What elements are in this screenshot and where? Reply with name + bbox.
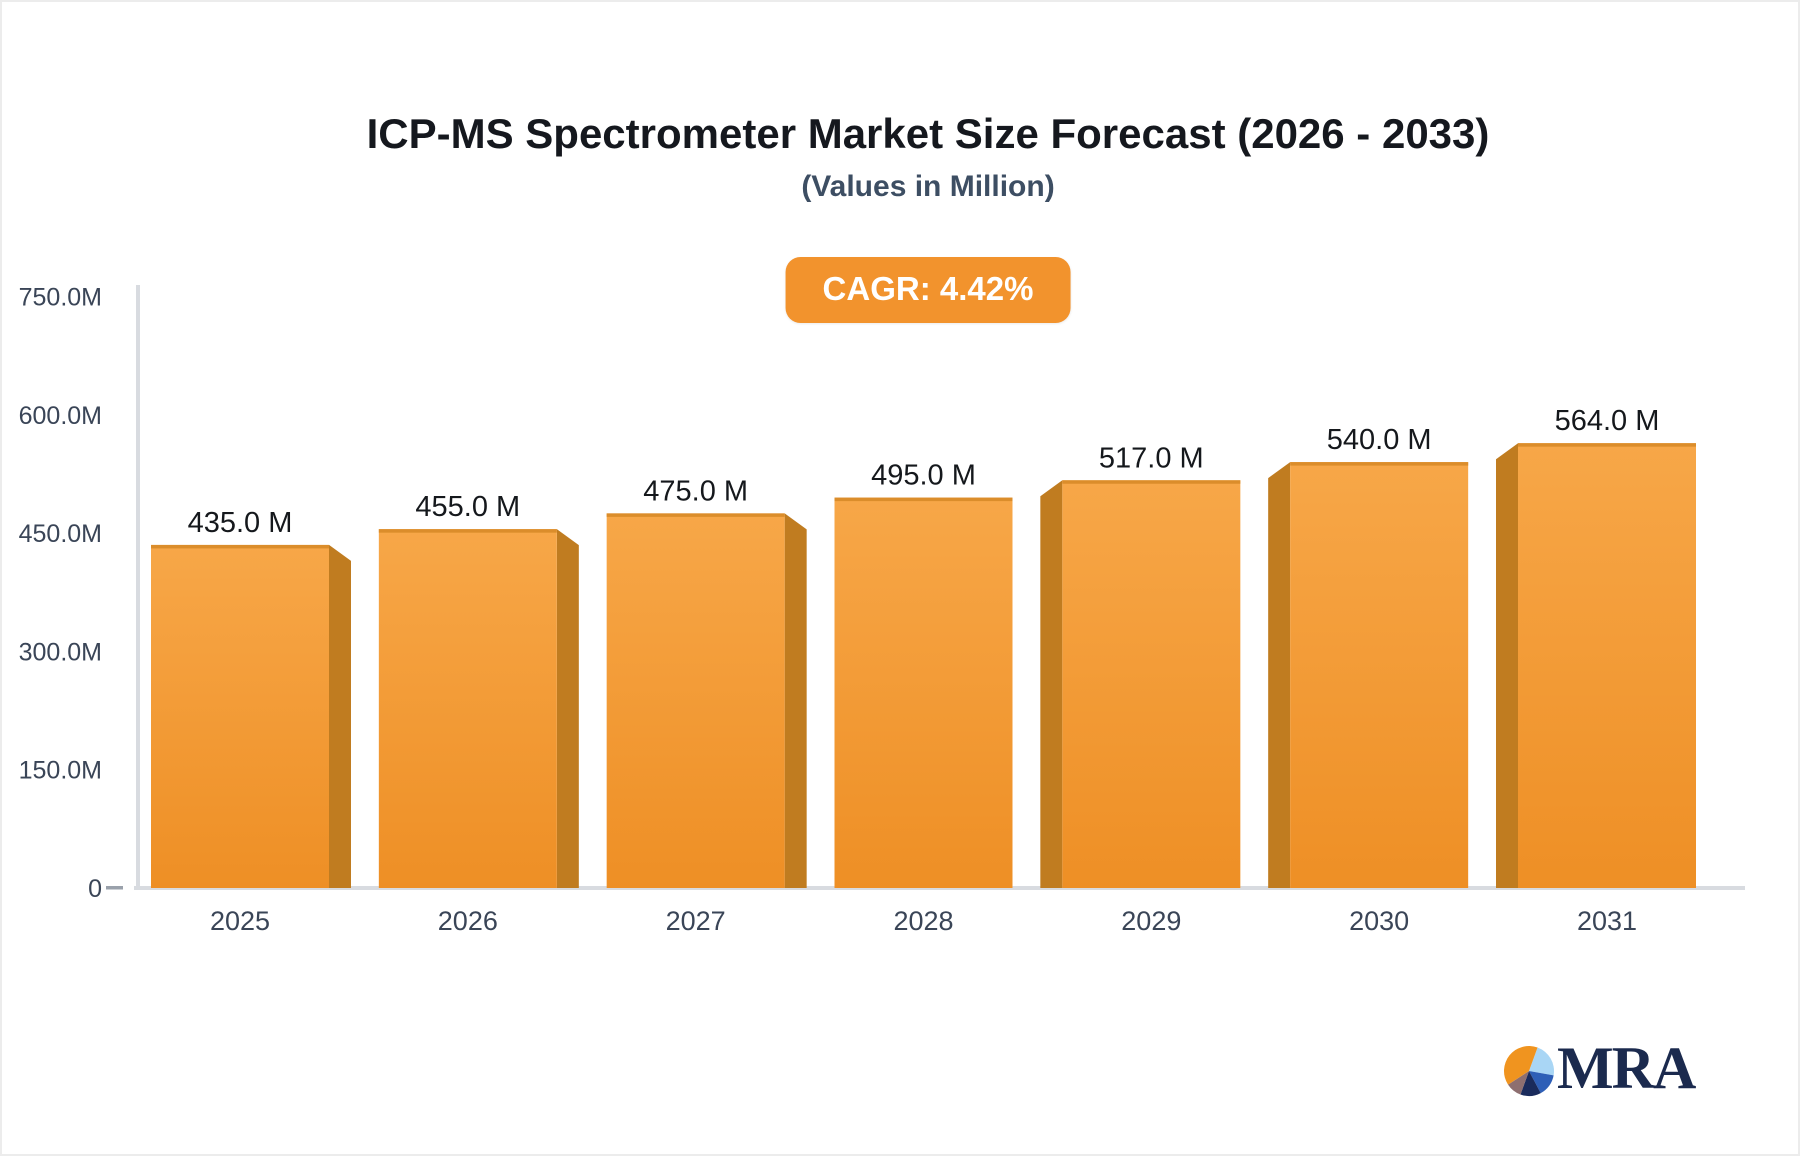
bar-2028[interactable]	[834, 497, 1013, 888]
bar-side-face	[784, 513, 807, 888]
bar-2031[interactable]	[1496, 443, 1696, 888]
bar-top-edge	[606, 513, 785, 517]
y-axis-tick-label: 600.0M	[19, 402, 102, 430]
x-axis-label: 2028	[893, 906, 953, 936]
x-axis-label: 2031	[1577, 906, 1637, 936]
zero-tick-dash	[106, 886, 123, 890]
x-axis-label: 2030	[1349, 906, 1409, 936]
bar-side-face	[1496, 443, 1518, 888]
bar-top-edge	[378, 529, 557, 533]
pie-slice	[1529, 1047, 1554, 1076]
bar-top-edge	[1290, 462, 1469, 466]
y-axis-tick-label: 300.0M	[19, 638, 102, 666]
logo-text: MRA	[1557, 1035, 1696, 1101]
bar-front-face	[151, 544, 329, 888]
bar-front-face	[1518, 443, 1696, 888]
bar-value-label: 517.0 M	[1099, 442, 1204, 474]
chart-title: ICP-MS Spectrometer Market Size Forecast…	[366, 110, 1490, 157]
y-axis-tick-label: 150.0M	[19, 757, 102, 785]
x-axis-label: 2025	[210, 906, 270, 936]
bar-top-edge	[1518, 443, 1696, 447]
bar-value-label: 564.0 M	[1555, 405, 1660, 437]
y-axis-tick-label: 750.0M	[19, 284, 102, 312]
bar-front-face	[834, 497, 1013, 888]
y-axis-tick-label: 0	[88, 875, 102, 903]
bar-side-face	[1040, 480, 1063, 888]
pie-slice	[1508, 1071, 1529, 1095]
pie-slice	[1520, 1071, 1541, 1096]
x-axis-label: 2026	[438, 906, 498, 936]
x-axis-label: 2027	[666, 906, 726, 936]
bar-2029[interactable]	[1040, 480, 1241, 888]
bar-value-label: 455.0 M	[415, 491, 520, 523]
bar-value-label: 540.0 M	[1327, 424, 1432, 456]
bar-value-label: 475.0 M	[643, 475, 748, 507]
bar-top-edge	[834, 497, 1013, 502]
bar-side-face	[556, 529, 579, 888]
bar-value-label: 435.0 M	[188, 507, 293, 539]
bar-side-face	[329, 544, 351, 888]
bar-top-edge	[151, 544, 329, 549]
pie-slice	[1503, 1046, 1538, 1085]
bar-front-face	[378, 529, 557, 888]
bar-front-face	[606, 513, 785, 888]
bar-2027[interactable]	[606, 513, 807, 888]
y-axis-tick-label: 450.0M	[19, 520, 102, 548]
pie-chart-icon	[1503, 1046, 1554, 1096]
pie-slice	[1529, 1071, 1554, 1094]
chart-subtitle: (Values in Million)	[801, 170, 1055, 203]
bar-side-face	[1268, 462, 1291, 888]
y-axis-line	[136, 285, 140, 890]
bar-value-label: 495.0 M	[871, 460, 976, 492]
mra-logo: MRA	[1502, 1035, 1696, 1104]
bar-front-face	[1062, 480, 1241, 888]
cagr-badge: CAGR: 4.42%	[785, 257, 1071, 323]
bar-top-edge	[1062, 480, 1241, 484]
x-axis-label: 2029	[1121, 906, 1181, 936]
bar-front-face	[1290, 462, 1469, 888]
bar-2025[interactable]	[151, 544, 351, 888]
bar-2026[interactable]	[378, 529, 579, 888]
bar-2030[interactable]	[1268, 462, 1469, 888]
